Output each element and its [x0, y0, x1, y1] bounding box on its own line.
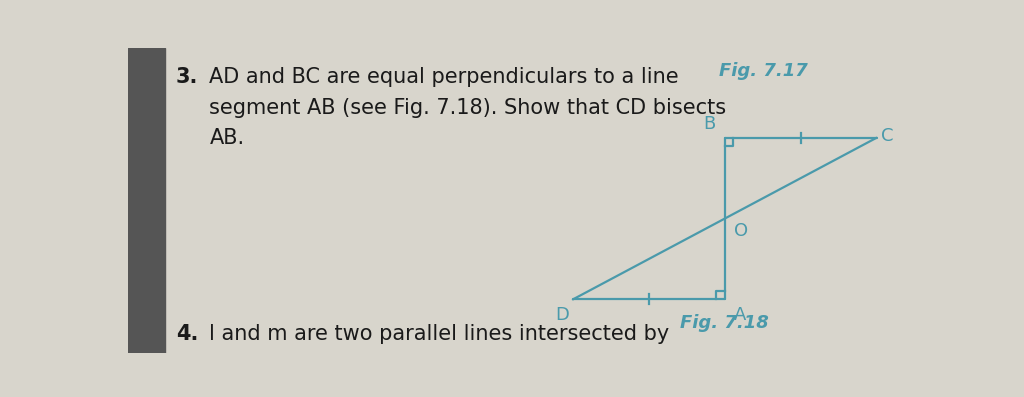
Text: 4.: 4.	[176, 324, 199, 344]
Bar	[128, 48, 165, 353]
Text: B: B	[703, 115, 716, 133]
Text: AB.: AB.	[209, 128, 245, 148]
Text: C: C	[881, 127, 893, 145]
Text: Fig. 7.17: Fig. 7.17	[719, 62, 808, 80]
Text: A: A	[734, 306, 746, 324]
Text: 3.: 3.	[176, 67, 199, 87]
Text: segment AB (see Fig. 7.18). Show that CD bisects: segment AB (see Fig. 7.18). Show that CD…	[209, 98, 726, 118]
Text: AD and BC are equal perpendiculars to a line: AD and BC are equal perpendiculars to a …	[209, 67, 679, 87]
Text: D: D	[555, 306, 569, 324]
Text: l and m are two parallel lines intersected by: l and m are two parallel lines intersect…	[209, 324, 670, 344]
Text: O: O	[734, 222, 749, 241]
Text: Fig. 7.18: Fig. 7.18	[680, 314, 769, 332]
